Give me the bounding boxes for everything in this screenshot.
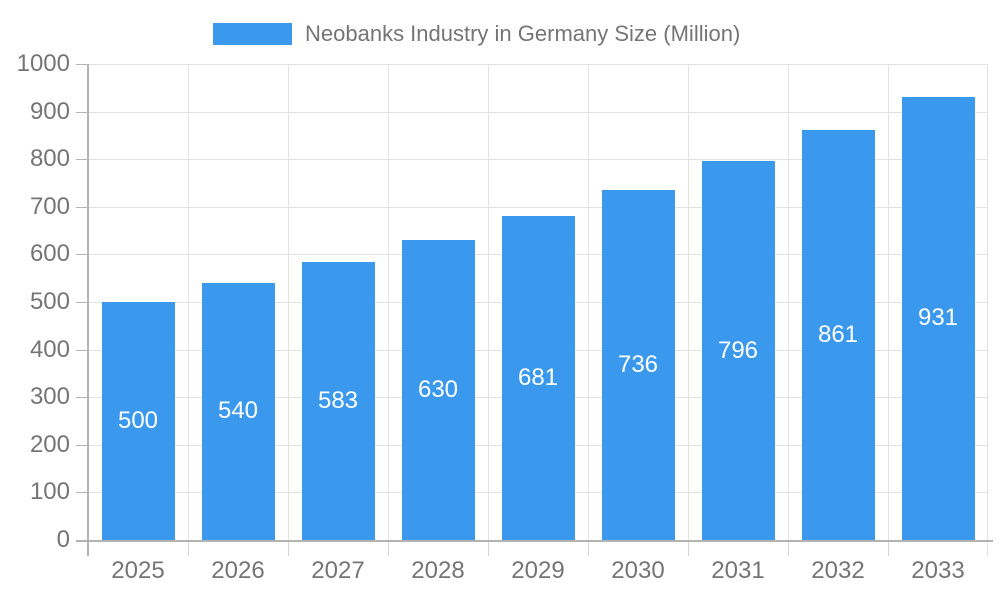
plot-right-border: [987, 64, 988, 556]
y-axis-tick: [76, 112, 88, 113]
bar-value-label: 540: [217, 397, 259, 425]
y-axis-tick: [76, 492, 88, 493]
y-axis-tick: [76, 302, 88, 303]
x-axis-tick: [588, 542, 589, 556]
y-axis-tick: [76, 254, 88, 255]
x-axis-label: 2025: [111, 557, 165, 584]
x-axis-label: 2030: [611, 557, 665, 584]
x-gridline: [188, 64, 189, 540]
bar-value-label: 736: [617, 350, 659, 378]
legend-label: Neobanks Industry in Germany Size (Milli…: [305, 21, 741, 46]
bar: 540: [201, 282, 275, 540]
x-gridline: [688, 64, 689, 540]
y-axis-label: 0: [56, 526, 70, 553]
y-axis-label: 700: [29, 193, 70, 220]
bar-value-label: 630: [417, 376, 459, 404]
x-axis-label: 2027: [311, 557, 365, 584]
x-axis-label: 2031: [711, 557, 765, 584]
x-axis-tick: [688, 542, 689, 556]
y-axis-tick: [76, 159, 88, 160]
x-axis-tick: [488, 542, 489, 556]
y-axis-tick: [76, 445, 88, 446]
x-axis-label: 2026: [211, 557, 265, 584]
y-axis-label: 400: [29, 336, 70, 363]
bar-value-label: 796: [717, 336, 759, 364]
y-axis-label: 800: [29, 145, 70, 172]
y-gridline: [88, 64, 988, 65]
x-gridline: [888, 64, 889, 540]
y-axis-label: 600: [29, 240, 70, 267]
x-axis-line: [76, 540, 993, 542]
y-axis-tick: [76, 397, 88, 398]
x-gridline: [788, 64, 789, 540]
bar-value-label: 861: [817, 321, 859, 349]
chart-legend: Neobanks Industry in Germany Size (Milli…: [213, 17, 740, 51]
y-axis-tick: [76, 64, 88, 65]
bar: 931: [901, 96, 975, 540]
legend-swatch: [213, 23, 292, 45]
bar-value-label: 500: [117, 407, 159, 434]
bar: 861: [801, 130, 875, 540]
y-gridline: [88, 207, 988, 208]
x-gridline: [588, 64, 589, 540]
x-gridline: [388, 64, 389, 540]
x-axis-label: 2033: [911, 557, 965, 584]
y-axis-label: 100: [29, 478, 70, 505]
bar: 681: [501, 215, 575, 540]
bar: 630: [401, 240, 475, 540]
bar: 500: [101, 302, 175, 540]
bar-value-label: 583: [317, 387, 359, 415]
x-axis-tick: [188, 542, 189, 556]
y-axis-label: 300: [29, 383, 70, 410]
x-axis-label: 2028: [411, 557, 465, 584]
x-axis-tick: [888, 542, 889, 556]
y-axis-label: 200: [29, 431, 70, 458]
y-axis-tick: [76, 350, 88, 351]
y-axis-label: 900: [29, 98, 70, 125]
bar-value-label: 681: [517, 363, 559, 391]
y-axis-label: 500: [29, 288, 70, 315]
x-axis-tick: [288, 542, 289, 556]
y-axis-line: [87, 64, 89, 556]
bar: 736: [601, 189, 675, 540]
bar-value-label: 931: [917, 304, 959, 332]
y-gridline: [88, 159, 988, 160]
x-axis-label: 2029: [511, 557, 565, 584]
x-gridline: [288, 64, 289, 540]
x-axis-tick: [788, 542, 789, 556]
x-axis-label: 2032: [811, 557, 865, 584]
y-axis-label: 1000: [16, 50, 70, 77]
y-axis-tick: [76, 207, 88, 208]
bar: 796: [701, 161, 775, 540]
bar: 583: [301, 262, 375, 540]
y-gridline: [88, 112, 988, 113]
x-gridline: [488, 64, 489, 540]
x-axis-tick: [388, 542, 389, 556]
